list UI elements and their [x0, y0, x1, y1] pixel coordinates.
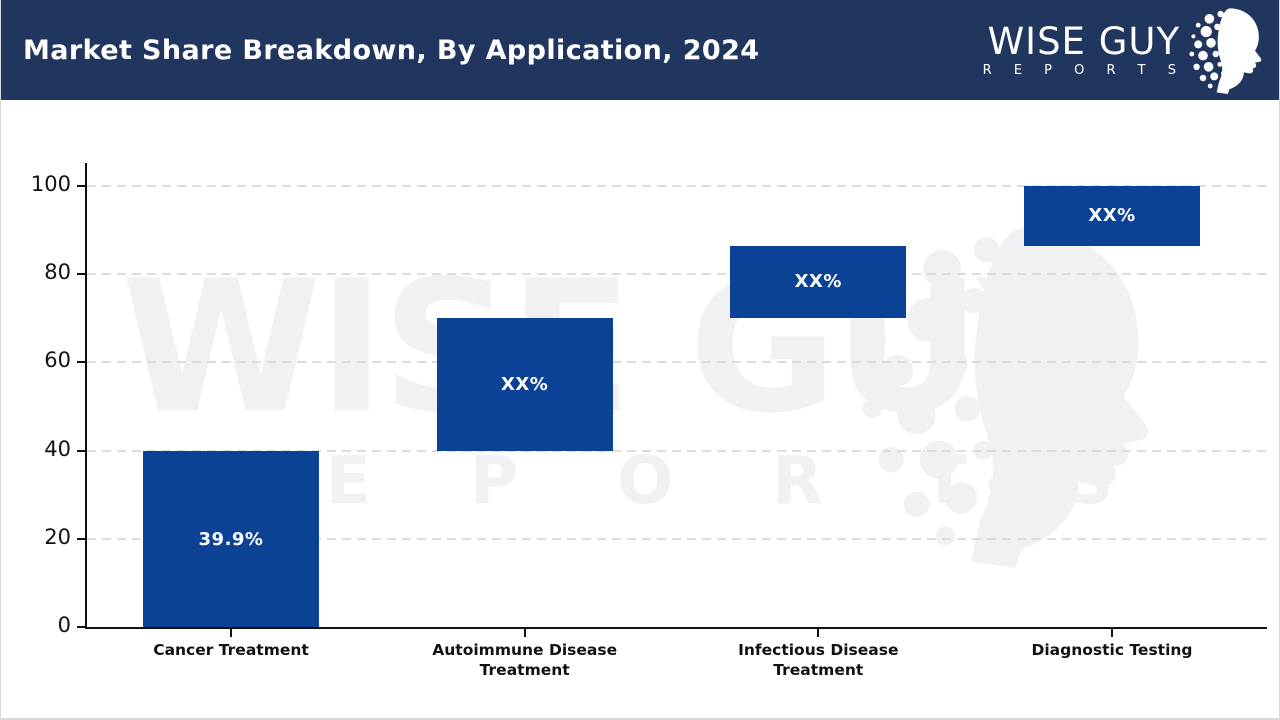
- bar-value-label: XX%: [794, 271, 842, 293]
- bar-segment: XX%: [436, 318, 613, 451]
- bar-value-label: XX%: [1088, 205, 1136, 227]
- x-category-label: Infectious Disease Treatment: [738, 641, 899, 679]
- x-tick: [1111, 629, 1113, 637]
- page-title: Market Share Breakdown, By Application, …: [23, 34, 760, 66]
- x-tick: [230, 629, 232, 637]
- bar-segment: XX%: [730, 245, 907, 319]
- y-tick-label: 100: [30, 172, 71, 196]
- y-tick-label: 60: [44, 348, 71, 373]
- y-gridline: [87, 273, 1267, 276]
- y-axis: [85, 163, 87, 629]
- y-gridline: [87, 449, 1267, 452]
- x-category-label: Autoimmune Disease Treatment: [432, 641, 618, 679]
- y-tick: [77, 185, 86, 187]
- bar-value-label: XX%: [501, 373, 549, 395]
- y-gridline: [87, 537, 1267, 540]
- x-category-label: Diagnostic Testing: [1031, 641, 1193, 659]
- y-tick: [77, 273, 86, 276]
- y-tick-label: 40: [44, 436, 71, 461]
- x-axis: [85, 627, 1267, 629]
- brand-name: WISE GUY: [987, 19, 1181, 63]
- y-gridline: [87, 185, 1267, 187]
- head-profile-dots-icon: [1187, 6, 1267, 94]
- y-tick-label: 0: [57, 613, 71, 637]
- y-tick: [77, 361, 86, 364]
- x-tick: [523, 629, 526, 637]
- y-tick-label: 80: [44, 260, 71, 285]
- brand-subname: R E P O R T S: [982, 62, 1185, 78]
- header-banner: Market Share Breakdown, By Application, …: [1, 0, 1279, 100]
- y-tick-label: 20: [44, 524, 71, 549]
- x-category-label: Cancer Treatment: [153, 641, 309, 659]
- y-tick: [77, 537, 86, 540]
- bar-value-label: 39.9%: [198, 528, 264, 550]
- bar-segment: 39.9%: [143, 451, 319, 627]
- x-tick: [817, 629, 820, 637]
- bar-segment: XX%: [1024, 186, 1200, 246]
- brand-logo-text: WISE GUY R E P O R T S: [982, 19, 1185, 78]
- brand-logo: WISE GUY R E P O R T S: [983, 6, 1267, 94]
- y-tick: [77, 449, 86, 452]
- y-tick: [77, 626, 86, 628]
- y-gridline: [87, 361, 1267, 364]
